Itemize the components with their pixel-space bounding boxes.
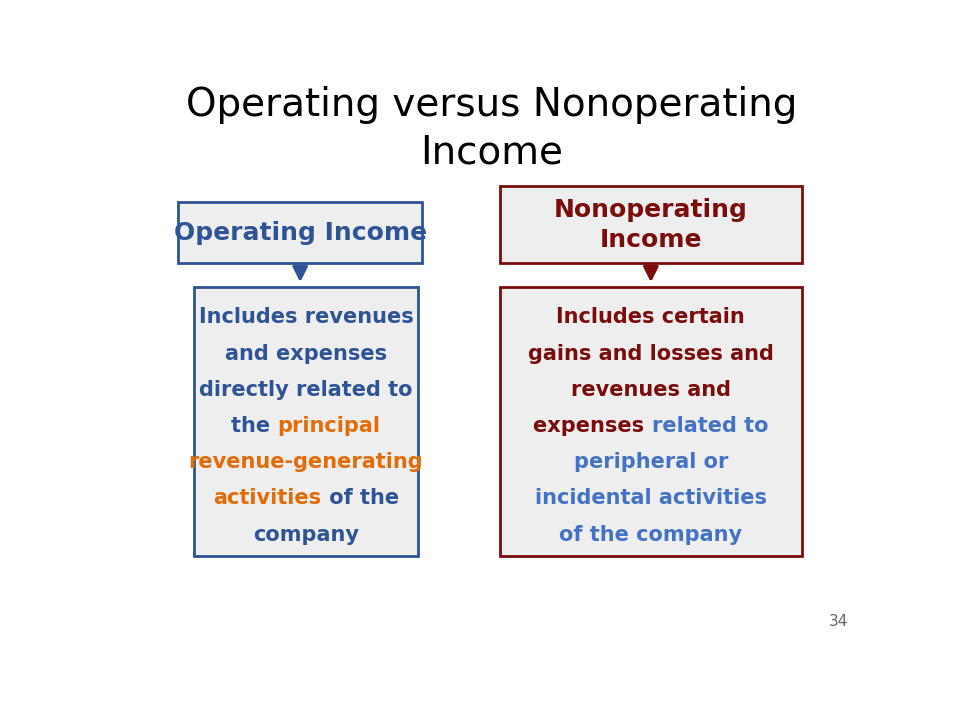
Text: Includes certain: Includes certain [557,307,745,328]
Text: Operating versus Nonoperating
Income: Operating versus Nonoperating Income [186,86,798,171]
Text: Includes revenues: Includes revenues [199,307,414,328]
Text: peripheral or: peripheral or [574,452,728,472]
Text: revenues and: revenues and [571,379,731,400]
Text: revenue-generating: revenue-generating [189,452,423,472]
Text: principal: principal [277,416,381,436]
Text: company: company [253,525,359,544]
Bar [179,202,422,264]
Text: of the company: of the company [560,525,742,544]
Bar [500,287,802,556]
Text: 34: 34 [829,614,849,629]
Bar [194,287,419,556]
Text: activities: activities [213,488,322,508]
Text: Operating Income: Operating Income [174,221,427,245]
Text: expenses: expenses [534,416,652,436]
Text: gains and losses and: gains and losses and [528,343,774,364]
Text: incidental activities: incidental activities [535,488,767,508]
Text: of the: of the [322,488,398,508]
Text: the: the [231,416,277,436]
Text: directly related to: directly related to [200,379,413,400]
Text: Nonoperating
Income: Nonoperating Income [554,198,748,252]
Bar [500,186,802,264]
Text: and expenses: and expenses [225,343,387,364]
Text: related to: related to [652,416,768,436]
